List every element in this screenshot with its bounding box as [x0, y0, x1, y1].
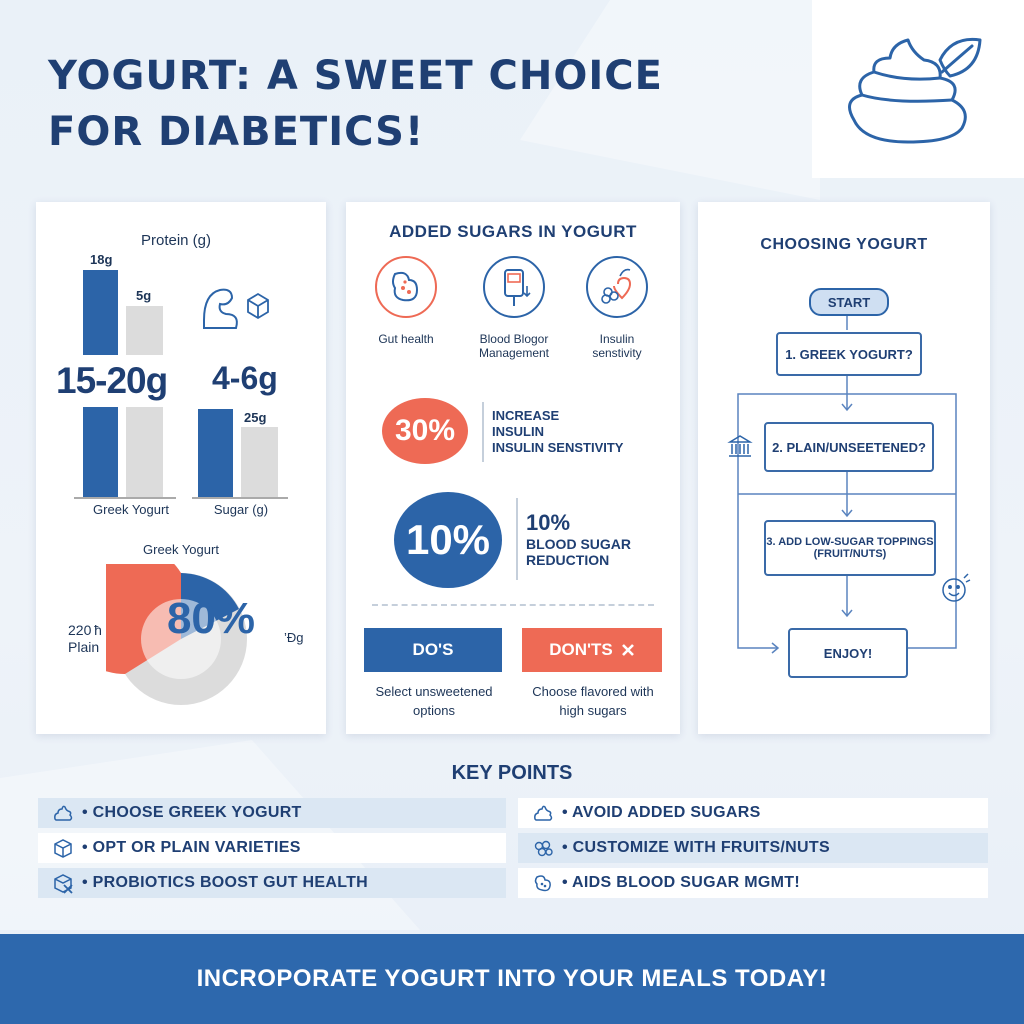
key-point-text: • AVOID ADDED SUGARS: [562, 804, 761, 821]
step-enjoy[interactable]: ENJOY!: [788, 628, 908, 678]
stat-30-line-3: INSULIN SENSTIVITY: [492, 440, 624, 455]
key-point-left-3: • PROBIOTICS BOOST GUT HEALTH: [38, 868, 506, 898]
label-25g: 25g: [244, 410, 267, 425]
donts-text: Choose flavored with high sugars: [532, 684, 654, 718]
pie-left-label: 220 ħ: [68, 622, 102, 638]
cta-text: INCROPORATE YOGURT INTO YOUR MEALS TODAY…: [196, 965, 828, 992]
cube-icon: [247, 292, 269, 320]
choosing-yogurt-panel: CHOOSING YOGURT START 1. GREEK: [698, 202, 990, 734]
yogurt-leaf-icon: [848, 37, 982, 144]
dos-label: DO'S: [412, 640, 454, 659]
gut-icon: [375, 256, 437, 318]
cta-banner: INCROPORATE YOGURT INTO YOUR MEALS TODAY…: [0, 934, 1024, 1024]
key-points-title: KEY POINTS: [451, 762, 573, 784]
yogurt-swirl-icon: [54, 805, 73, 821]
pie-right-label: ’Ðg: [284, 630, 304, 645]
muscle-icon: [203, 288, 238, 329]
bank-icon: [727, 435, 753, 457]
blood-sugar-item: Blood Blogor Management: [470, 254, 558, 360]
start-button[interactable]: START: [809, 288, 889, 316]
pie-value: 80%: [166, 594, 256, 643]
donts-label: DON'TS: [549, 640, 613, 659]
stat-10-divider: [516, 498, 518, 580]
bar-greek-protein: [83, 270, 118, 355]
key-point-right-2: • CUSTOMIZE WITH FRUITS/NUTS: [518, 833, 988, 863]
protein-chart-title: Protein (g): [140, 232, 212, 249]
glucose-meter-icon: [483, 256, 545, 318]
big-stat-left: 15-20g: [56, 360, 168, 401]
stat-10-line-3: REDUCTION: [526, 552, 610, 568]
dos-text: Select unsweetened options: [375, 684, 493, 718]
key-point-text: • CHOOSE GREEK YOGURT: [82, 804, 302, 821]
page-title: YOGURT: A SWEET CHOICE FOR DIABETICS!: [48, 53, 663, 155]
berries-heart-icon: [586, 256, 648, 318]
yogurt-swirl-icon: [534, 805, 553, 821]
dos-button[interactable]: DO'S: [364, 628, 502, 672]
smiley-icon: [942, 573, 971, 602]
start-label: START: [827, 294, 871, 310]
gut-health-label: Gut health: [378, 332, 434, 346]
key-point-text: • CUSTOMIZE WITH FRUITS/NUTS: [562, 839, 830, 856]
key-point-right-1: • AVOID ADDED SUGARS: [518, 798, 988, 828]
stat-10-text: 10% BLOOD SUGAR REDUCTION: [526, 510, 631, 568]
label-5g: 5g: [136, 288, 152, 303]
pie-hole: [141, 599, 221, 679]
added-sugars-panel: ADDED SUGARS IN YOGURT Gut health Blood …: [346, 202, 680, 734]
xlabel-greek-yogurt: Greek Yogurt: [93, 502, 169, 517]
stat-10-line-1: 10%: [526, 510, 571, 535]
stat-30-circle: 30%: [382, 398, 468, 464]
pie-chart: [106, 564, 247, 705]
step-add-toppings-line-1: 3. ADD LOW-SUGAR TOPPINGS: [766, 536, 934, 548]
bar-sugar-sugar: [241, 427, 278, 497]
x-icon: [621, 644, 634, 656]
key-point-text: • AIDS BLOOD SUGAR MGMT!: [562, 874, 800, 891]
protein-chart: [74, 270, 288, 499]
bar-greek-sugar: [126, 306, 163, 355]
step-plain-unsweetened[interactable]: 2. PLAIN/UNSEETENED?: [764, 422, 934, 472]
xlabel-sugar: Sugar (g): [213, 502, 269, 517]
bar-greek-protein-lower: [83, 407, 118, 497]
step-add-toppings[interactable]: 3. ADD LOW-SUGAR TOPPINGS (FRUIT/NUTS): [764, 520, 936, 576]
stat-10-value: 10%: [405, 516, 491, 563]
label-18g: 18g: [90, 252, 113, 267]
logo-box: [812, 0, 1024, 178]
bar-greek-sugar-lower: [126, 407, 163, 497]
donts-button[interactable]: DON'TS: [522, 628, 662, 672]
stat-30-line-2: INSULIN: [492, 424, 544, 439]
key-point-text: • OPT OR PLAIN VARIETIES: [82, 839, 301, 856]
gut-health-item: Gut health: [366, 254, 446, 346]
step-add-toppings-line-2: (FRUIT/NUTS): [813, 548, 887, 560]
insulin-item: Insulin senstivity: [574, 254, 660, 360]
pie-title: Greek Yogurt: [143, 542, 219, 557]
key-point-right-3: • AIDS BLOOD SUGAR MGMT!: [518, 868, 988, 898]
stat-30-value: 30%: [394, 414, 456, 447]
cube-icon: [54, 839, 72, 858]
big-stat-right: 4-6g: [212, 360, 278, 396]
stat-30-divider: [482, 402, 484, 462]
choosing-panel-title: CHOOSING YOGURT: [760, 236, 928, 253]
berries-icon: [534, 840, 553, 857]
section-divider: [372, 604, 654, 606]
key-point-left-2: • OPT OR PLAIN VARIETIES: [38, 833, 506, 863]
stat-30-text: INCREASE INSULIN INSULIN SENSTIVITY: [492, 408, 623, 456]
gut-icon: [534, 875, 551, 892]
pie-left-label-2: Plain: [68, 639, 100, 655]
stat-10-line-2: BLOOD SUGAR: [526, 536, 631, 552]
key-point-text: • PROBIOTICS BOOST GUT HEALTH: [82, 874, 369, 891]
insulin-label: Insulin senstivity: [592, 332, 642, 360]
key-point-left-1: • CHOOSE GREEK YOGURT: [38, 798, 506, 828]
flowchart-connectors: [727, 312, 971, 654]
blood-sugar-label: Blood Blogor Management: [478, 332, 550, 360]
protein-panel: Protein (g) 18g 5g 15-20g 4-6g 25g Greek…: [36, 202, 326, 734]
stat-30-line-1: INCREASE: [492, 408, 560, 423]
box-x-icon: [54, 874, 73, 894]
sugars-panel-title: ADDED SUGARS IN YOGURT: [389, 222, 637, 241]
stat-10-circle: 10%: [394, 492, 502, 588]
step-greek-yogurt[interactable]: 1. GREEK YOGURT?: [776, 332, 922, 376]
bar-sugar-protein: [198, 409, 233, 497]
